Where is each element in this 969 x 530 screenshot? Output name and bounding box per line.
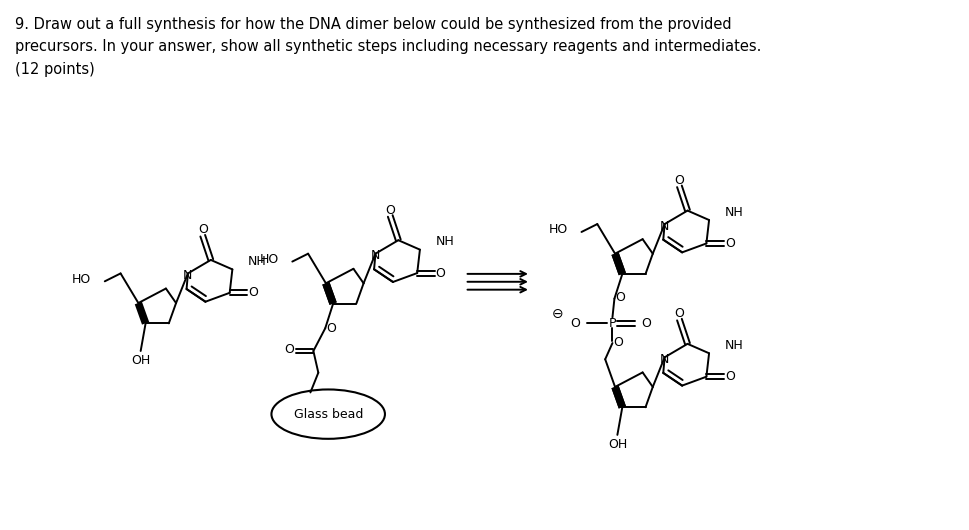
- Text: OH: OH: [608, 438, 627, 451]
- Text: P: P: [609, 317, 616, 330]
- Text: O: O: [198, 223, 207, 236]
- Text: O: O: [674, 174, 684, 187]
- Text: O: O: [327, 322, 336, 335]
- Text: NH: NH: [248, 255, 266, 268]
- Text: O: O: [436, 267, 446, 280]
- Text: NH: NH: [725, 339, 743, 352]
- Text: O: O: [386, 204, 395, 217]
- Text: O: O: [284, 342, 294, 356]
- Text: HO: HO: [548, 224, 568, 236]
- Text: HO: HO: [72, 273, 91, 286]
- Text: ⊖: ⊖: [551, 306, 563, 321]
- Text: NH: NH: [436, 235, 454, 248]
- Text: OH: OH: [131, 355, 150, 367]
- Text: O: O: [615, 291, 625, 304]
- Text: O: O: [641, 317, 651, 330]
- Text: O: O: [674, 307, 684, 320]
- Text: N: N: [371, 249, 380, 262]
- Text: 9. Draw out a full synthesis for how the DNA dimer below could be synthesized fr: 9. Draw out a full synthesis for how the…: [15, 17, 761, 77]
- Text: N: N: [660, 353, 670, 366]
- Text: O: O: [570, 317, 579, 330]
- Text: O: O: [248, 286, 258, 299]
- Text: NH: NH: [725, 206, 743, 219]
- Text: N: N: [660, 219, 670, 233]
- Text: O: O: [725, 237, 735, 250]
- Text: HO: HO: [260, 253, 278, 266]
- Text: O: O: [725, 370, 735, 383]
- Text: Glass bead: Glass bead: [294, 408, 362, 421]
- Text: O: O: [613, 335, 623, 349]
- Text: N: N: [183, 269, 193, 282]
